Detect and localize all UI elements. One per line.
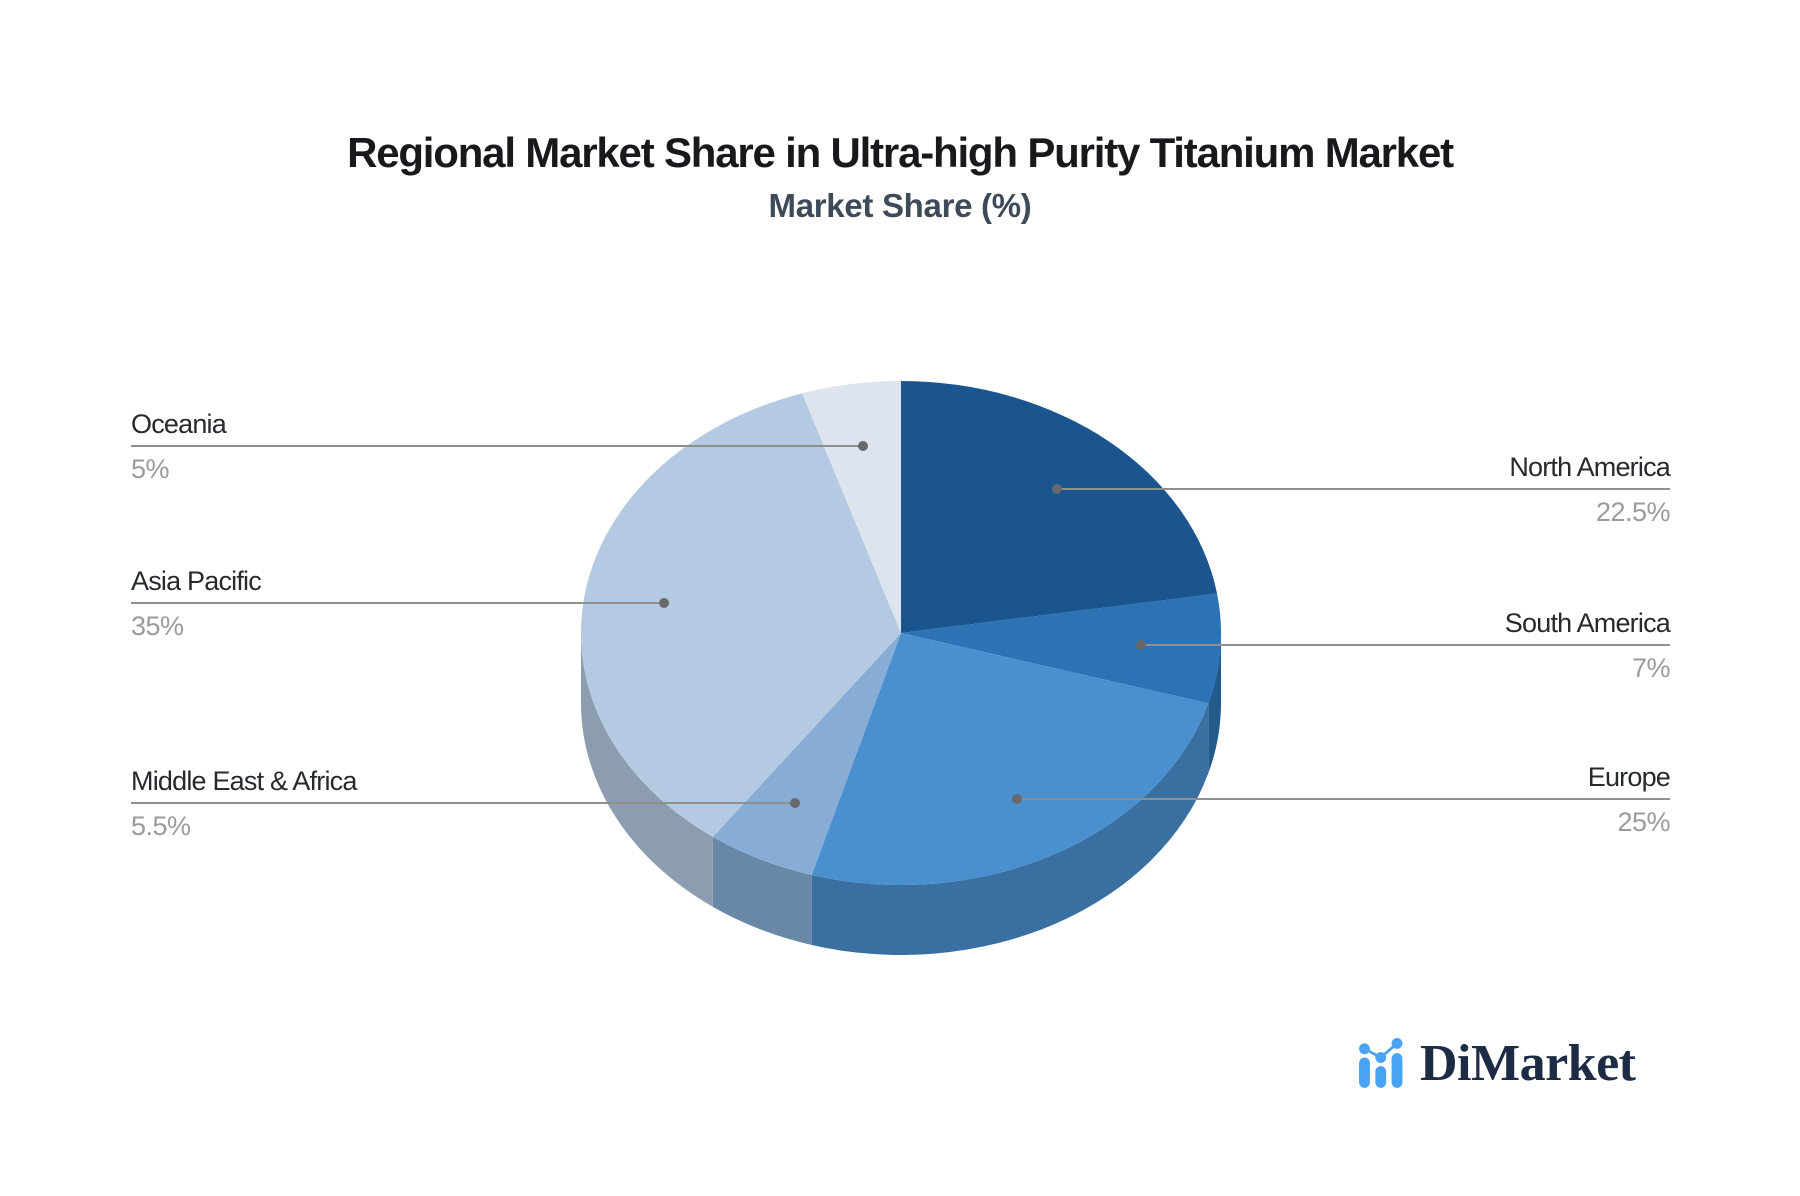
- chart-title: Regional Market Share in Ultra-high Puri…: [347, 129, 1454, 176]
- slice-connector-dot: [1052, 484, 1062, 494]
- pie-slice-south-america[interactable]: [901, 593, 1221, 704]
- brand-logo-icon: [1359, 1038, 1403, 1088]
- slice-connector-dot: [790, 798, 800, 808]
- pie-slice-side-asia-pacific: [581, 633, 713, 907]
- slice-connector-dot: [858, 441, 868, 451]
- pie-slice-side-middle-east-africa: [712, 836, 812, 945]
- slice-connector-dot: [1012, 794, 1022, 804]
- brand-logo-text: DiMarket: [1420, 1035, 1636, 1092]
- pie-slice-oceania[interactable]: [802, 381, 901, 633]
- brand-logo: DiMarket: [1358, 1035, 1636, 1092]
- pie-slice-side-south-america: [1208, 633, 1221, 774]
- pie-slice-asia-pacific[interactable]: [580, 393, 901, 837]
- pie-slice-side-europe: [811, 703, 1209, 955]
- pie-slice-north-america[interactable]: [901, 381, 1218, 633]
- slice-connector-dot: [1136, 640, 1146, 650]
- chart-subtitle: Market Share (%): [768, 187, 1032, 224]
- pie-slice-europe[interactable]: [811, 633, 1209, 885]
- slice-connector-dot: [659, 598, 669, 608]
- pie-slice-middle-east-africa[interactable]: [712, 633, 901, 875]
